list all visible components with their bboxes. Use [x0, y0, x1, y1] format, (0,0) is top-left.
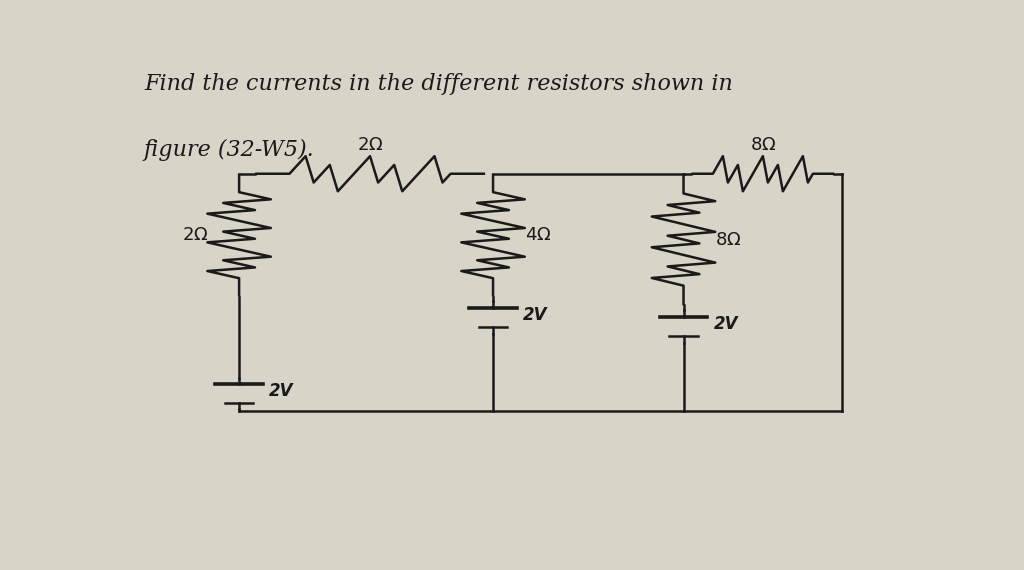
Text: 8$\Omega$: 8$\Omega$ [715, 231, 741, 249]
Text: Find the currents in the different resistors shown in: Find the currents in the different resis… [143, 73, 733, 95]
Text: 8$\Omega$: 8$\Omega$ [750, 136, 776, 154]
Text: 4$\Omega$: 4$\Omega$ [524, 226, 551, 244]
Text: 2$\Omega$: 2$\Omega$ [182, 226, 209, 244]
Text: 2V: 2V [269, 382, 294, 400]
Text: 2$\Omega$: 2$\Omega$ [356, 136, 383, 154]
Text: 2V: 2V [523, 306, 548, 324]
Text: 2V: 2V [714, 315, 738, 333]
Text: figure (32-W5).: figure (32-W5). [143, 139, 314, 161]
